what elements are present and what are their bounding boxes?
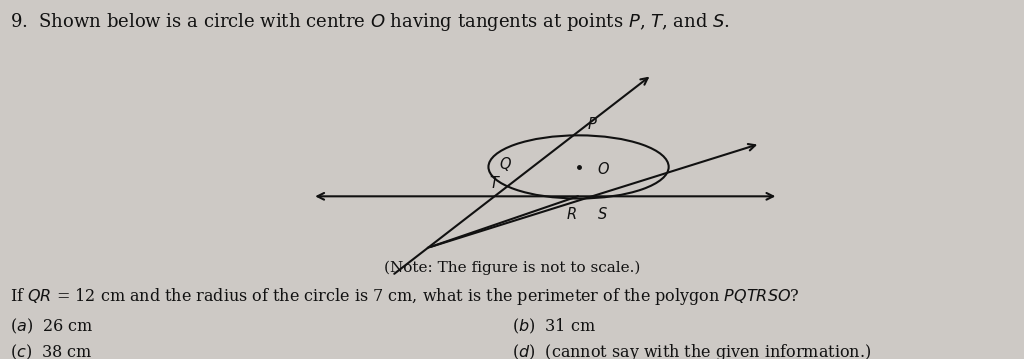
Text: (Note: The figure is not to scale.): (Note: The figure is not to scale.)	[384, 260, 640, 275]
Text: ($a$)  26 cm: ($a$) 26 cm	[10, 317, 94, 336]
Text: ($b$)  31 cm: ($b$) 31 cm	[512, 317, 596, 336]
Text: $O$: $O$	[597, 161, 610, 177]
Text: $S$: $S$	[597, 206, 607, 222]
Text: ($c$)  38 cm: ($c$) 38 cm	[10, 343, 92, 359]
Text: 9.  Shown below is a circle with centre $O$ having tangents at points $P$, $T$, : 9. Shown below is a circle with centre $…	[10, 11, 730, 33]
Text: $R$: $R$	[566, 206, 577, 222]
Text: $P$: $P$	[587, 116, 598, 132]
Text: ($d$)  (cannot say with the given information.): ($d$) (cannot say with the given informa…	[512, 342, 871, 359]
Text: If $QR$ = 12 cm and the radius of the circle is 7 cm, what is the perimeter of t: If $QR$ = 12 cm and the radius of the ci…	[10, 286, 800, 307]
Text: $T$: $T$	[489, 175, 502, 191]
Text: $Q$: $Q$	[500, 155, 512, 173]
